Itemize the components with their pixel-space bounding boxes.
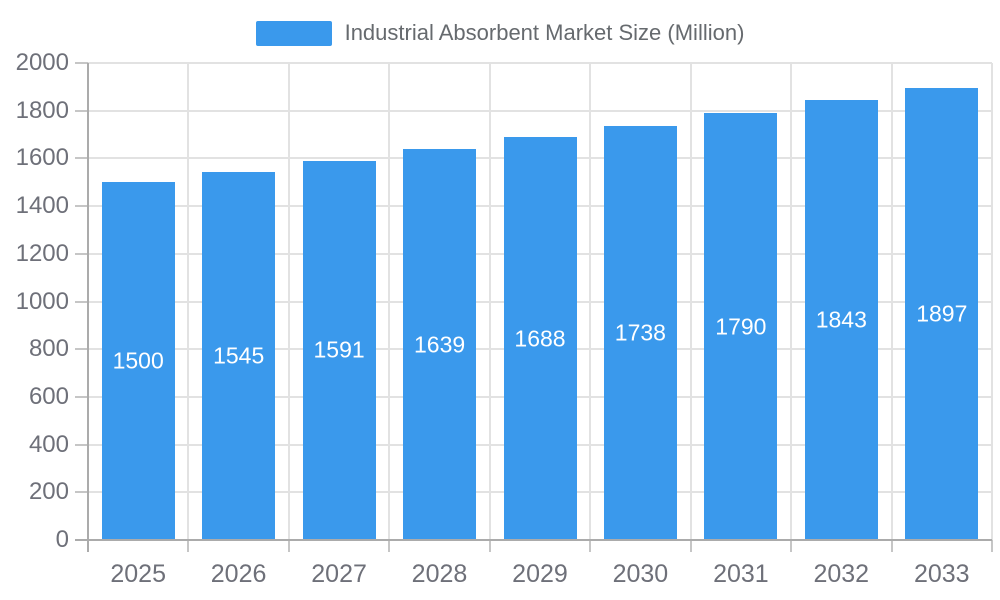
x-gridline xyxy=(991,63,993,540)
x-axis-tick xyxy=(891,540,893,552)
y-axis-tick xyxy=(75,443,88,446)
y-gridline xyxy=(88,62,992,64)
y-axis-line xyxy=(87,63,89,552)
y-axis-tick xyxy=(75,348,88,351)
bar-2027: 1591 xyxy=(302,160,376,540)
x-gridline xyxy=(187,63,189,540)
x-gridline xyxy=(589,63,591,540)
x-axis-label: 2025 xyxy=(110,560,166,588)
y-axis-label: 1600 xyxy=(15,144,69,172)
x-axis-tick xyxy=(991,540,993,552)
x-axis-label: 2026 xyxy=(210,560,267,588)
x-axis-tick xyxy=(489,540,491,552)
bar-value-label: 1688 xyxy=(514,325,566,352)
y-axis-tick xyxy=(75,300,88,303)
x-axis-label: 2028 xyxy=(411,560,468,588)
bar-2030: 1738 xyxy=(603,125,677,540)
y-axis-label: 400 xyxy=(28,430,69,458)
y-axis-tick xyxy=(75,109,88,112)
bar-value-label: 1639 xyxy=(414,331,466,358)
y-axis-label: 1000 xyxy=(15,287,69,315)
x-axis-tick xyxy=(388,540,390,552)
y-axis-label: 1400 xyxy=(15,192,69,220)
legend[interactable]: Industrial Absorbent Market Size (Millio… xyxy=(0,18,1000,48)
bar-value-label: 1790 xyxy=(715,313,767,340)
x-axis-tick xyxy=(288,540,290,552)
x-axis-label: 2033 xyxy=(913,560,970,588)
bar-2033: 1897 xyxy=(905,87,979,540)
x-axis-tick xyxy=(790,540,792,552)
y-axis-label: 800 xyxy=(28,335,69,363)
x-axis-label: 2032 xyxy=(813,560,870,588)
y-axis-label: 2000 xyxy=(15,49,69,76)
y-axis-tick xyxy=(75,205,88,208)
plot-area: 0 200 400 600 800 1000 1200 1400 1600 1800 2000 150… xyxy=(16,51,993,587)
y-axis-tick xyxy=(75,157,88,160)
y-axis-label: 0 xyxy=(55,526,69,553)
bar-value-label: 1897 xyxy=(916,300,968,327)
bar-value-label: 1591 xyxy=(313,336,365,363)
x-gridline xyxy=(790,63,792,540)
bar-2031: 1790 xyxy=(704,113,778,540)
x-axis-label: 2030 xyxy=(612,560,669,588)
x-axis-line xyxy=(75,539,992,541)
bar-value-label: 1545 xyxy=(213,342,265,369)
x-axis-tick xyxy=(690,540,692,552)
bar-2029: 1688 xyxy=(503,137,577,540)
x-axis-label: 2027 xyxy=(311,560,367,588)
y-axis-label: 1200 xyxy=(15,239,69,267)
bar-value-label: 1738 xyxy=(614,319,666,346)
bar-value-label: 1843 xyxy=(815,306,867,333)
x-axis-label: 2031 xyxy=(713,560,769,588)
bar-value-label: 1500 xyxy=(112,347,164,374)
y-axis-tick xyxy=(75,395,88,398)
y-axis-tick xyxy=(75,62,88,64)
x-axis-tick xyxy=(589,540,591,552)
x-gridline xyxy=(891,63,893,540)
y-axis-label: 600 xyxy=(28,382,69,410)
y-axis-label: 1800 xyxy=(15,96,69,124)
x-gridline xyxy=(489,63,491,540)
y-axis-label: 200 xyxy=(28,478,69,506)
x-axis-label: 2029 xyxy=(512,560,568,588)
x-gridline xyxy=(388,63,390,540)
y-axis-tick xyxy=(75,491,88,494)
x-axis-tick xyxy=(187,540,189,552)
legend-swatch[interactable] xyxy=(255,20,332,46)
bar-2025: 1500 xyxy=(101,182,175,541)
legend-label: Industrial Absorbent Market Size (Millio… xyxy=(344,20,745,45)
x-gridline xyxy=(288,63,290,540)
bar-2026: 1545 xyxy=(202,171,276,540)
y-axis-tick xyxy=(75,252,88,255)
y-gridline xyxy=(88,109,992,112)
bar-2032: 1843 xyxy=(804,100,878,540)
bar-2028: 1639 xyxy=(403,149,477,540)
x-gridline xyxy=(690,63,692,540)
